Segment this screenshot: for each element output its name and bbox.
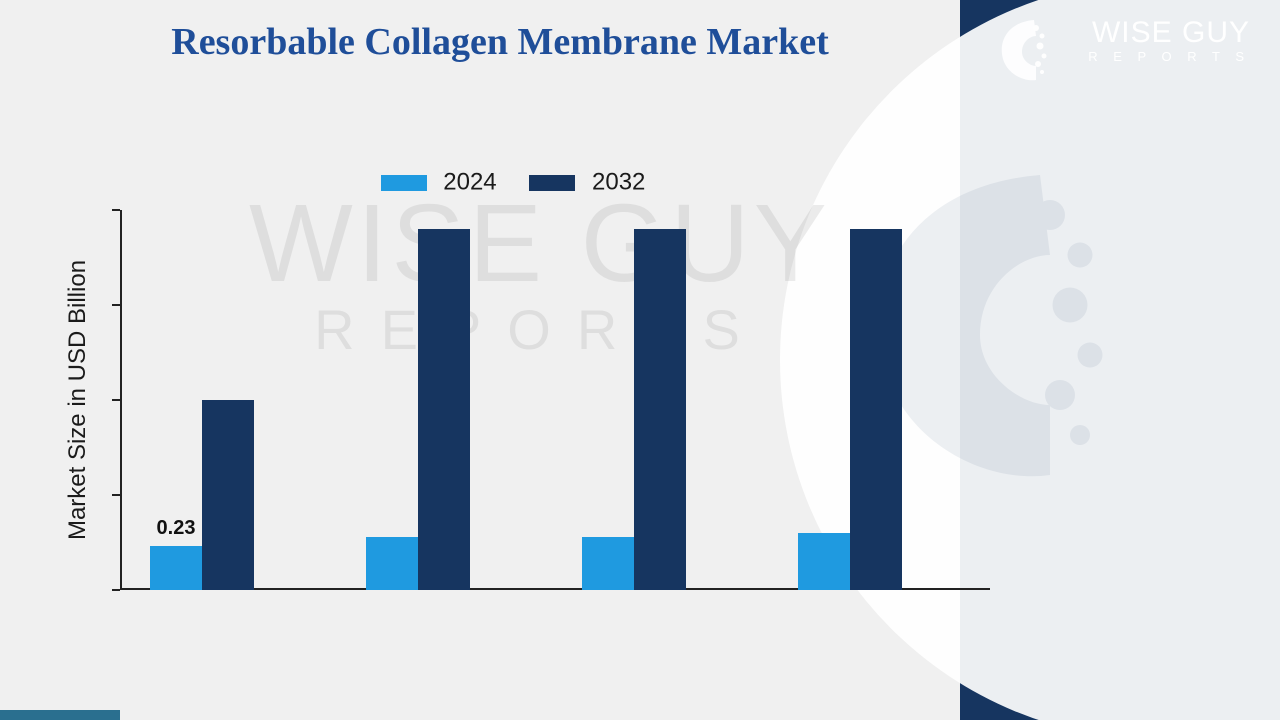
brand-line2: R E P O R T S	[1088, 50, 1250, 63]
bar	[418, 229, 470, 590]
bar	[798, 533, 850, 590]
legend-swatch-1	[529, 175, 575, 191]
brand-head-icon	[990, 16, 1050, 86]
bar	[366, 537, 418, 590]
y-axis	[120, 210, 122, 590]
legend-swatch-0	[381, 175, 427, 191]
stage: Resorbable Collagen Membrane Market WISE…	[0, 0, 1280, 720]
y-tick	[112, 209, 120, 211]
plot-area: 0.23OralSurgeryPeriodontalSurgeryPeri-Im…	[120, 210, 990, 590]
y-axis-label: Market Size in USD Billion	[64, 260, 92, 540]
bar	[202, 400, 254, 590]
legend-label-0: 2024	[443, 169, 496, 196]
bar	[634, 229, 686, 590]
brand-text: WISE GUY R E P O R T S	[1088, 18, 1250, 63]
bar-value-label: 0.23	[136, 517, 216, 540]
y-tick	[112, 399, 120, 401]
y-tick	[112, 589, 120, 591]
legend-label-1: 2032	[592, 169, 645, 196]
brand-line1: WISE GUY	[1088, 18, 1250, 48]
bar	[582, 537, 634, 590]
chart-title: Resorbable Collagen Membrane Market	[120, 20, 880, 64]
y-tick	[112, 494, 120, 496]
bar	[850, 229, 902, 590]
decor-bottom-bar	[0, 710, 120, 720]
legend: 2024 2032	[0, 168, 1000, 197]
y-tick	[112, 304, 120, 306]
bar	[150, 546, 202, 590]
